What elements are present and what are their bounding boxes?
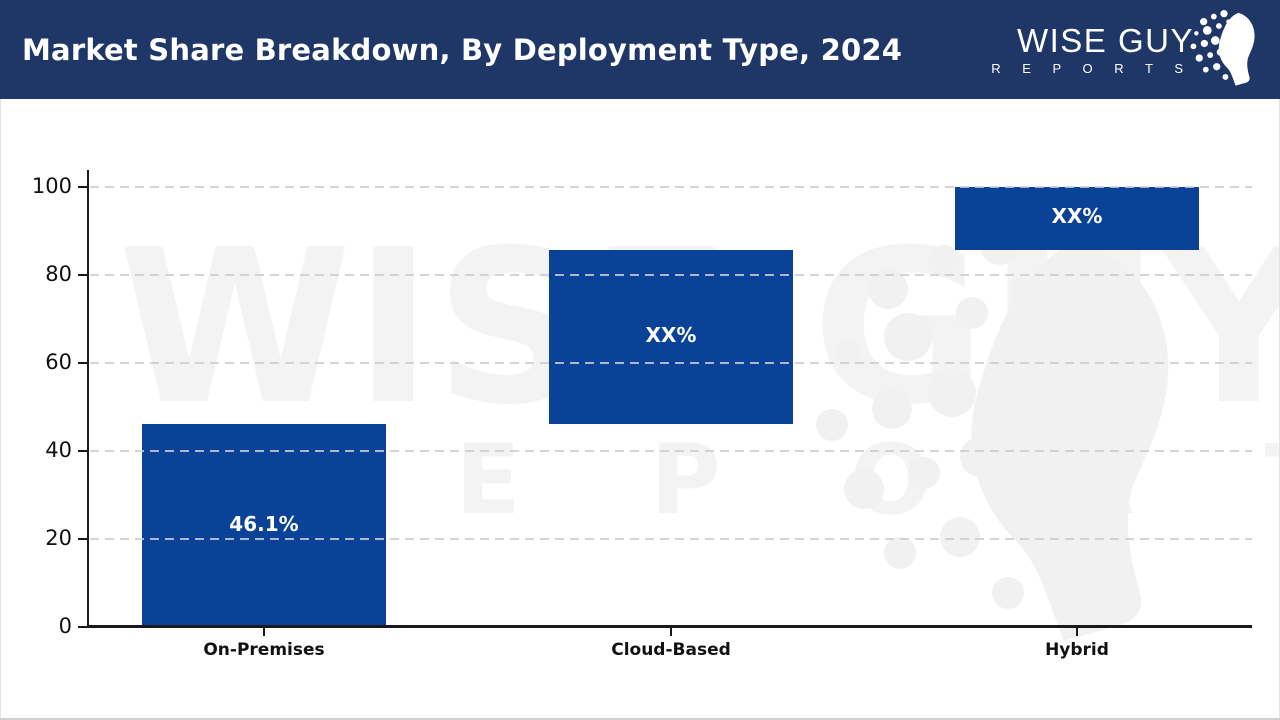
y-axis-line (87, 170, 89, 628)
y-tick-label-20: 20 (45, 526, 72, 550)
logo-wordmark-line2: R E P O R T S (991, 60, 1192, 76)
bar-on-premises (142, 424, 386, 627)
window-edge-bottom (0, 718, 1280, 720)
bar-value-label-on-premises: 46.1% (229, 511, 299, 536)
y-tick-mark-40 (78, 450, 87, 452)
category-label-cloud-based: Cloud-Based (611, 640, 731, 660)
gridline-40 (90, 450, 1252, 452)
category-label-hybrid: Hybrid (1045, 640, 1109, 660)
y-tick-mark-60 (78, 362, 87, 364)
y-tick-mark-20 (78, 538, 87, 540)
y-tick-mark-100 (78, 186, 87, 188)
x-tick-mark-cloud-based (670, 628, 672, 636)
dotted-head-profile-icon (1190, 9, 1255, 86)
x-tick-mark-on-premises (263, 628, 265, 636)
logo-wordmark: WISE GUY R E P O R T S (991, 24, 1194, 76)
x-tick-mark-hybrid (1076, 628, 1078, 636)
category-label-on-premises: On-Premises (203, 640, 325, 660)
logo-wordmark-line1: WISE GUY (1016, 21, 1194, 59)
bar-hybrid (955, 187, 1199, 250)
page-title: Market Share Breakdown, By Deployment Ty… (22, 32, 903, 67)
gridline-60 (90, 362, 1252, 364)
y-tick-label-80: 80 (45, 262, 72, 286)
gridline-100 (90, 186, 1252, 188)
y-tick-label-60: 60 (45, 350, 72, 374)
y-tick-label-0: 0 (58, 614, 72, 638)
y-tick-mark-0 (78, 626, 87, 628)
window-edge-left (0, 99, 1, 720)
chart-area: 0 20 40 60 80 100 46.1% XX% XX% On-Premises Cloud-… (0, 99, 1280, 720)
bar-value-label-hybrid: XX% (1051, 204, 1103, 229)
gridline-80 (90, 274, 1252, 276)
header-bar: Market Share Breakdown, By Deployment Ty… (0, 0, 1280, 99)
bar-value-label-cloud-based: XX% (645, 323, 697, 348)
x-axis-line (87, 625, 1252, 628)
gridline-20 (90, 538, 1252, 540)
bar-cloud-based (549, 249, 793, 425)
y-tick-mark-80 (78, 274, 87, 276)
y-tick-label-40: 40 (45, 438, 72, 462)
y-tick-label-100: 100 (31, 174, 72, 198)
brand-logo: WISE GUY R E P O R T S (991, 9, 1266, 90)
